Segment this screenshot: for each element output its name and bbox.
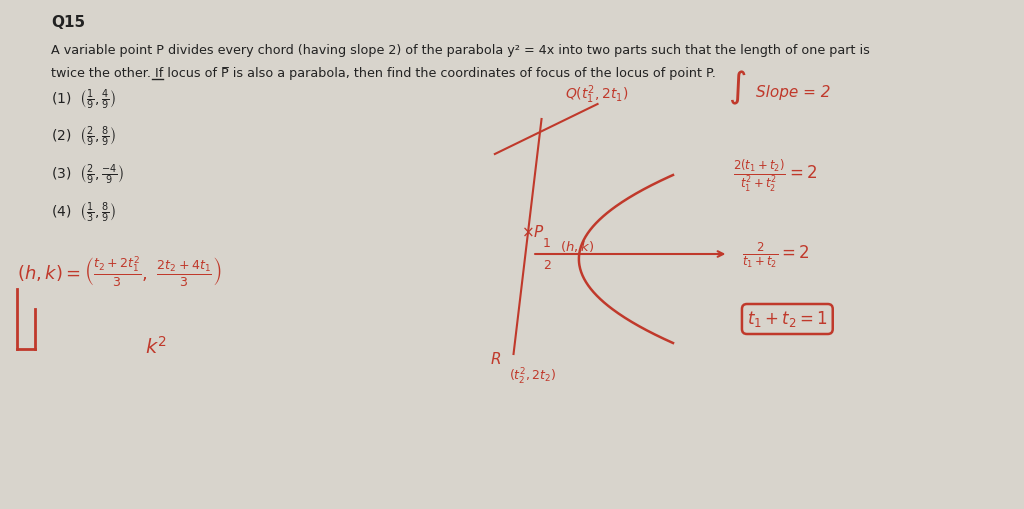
Text: Slope = 2: Slope = 2 — [757, 85, 830, 100]
Text: (4)  $\left(\frac{1}{3}, \frac{8}{9}\right)$: (4) $\left(\frac{1}{3}, \frac{8}{9}\righ… — [51, 201, 116, 224]
Text: (2)  $\left(\frac{2}{9}, \frac{8}{9}\right)$: (2) $\left(\frac{2}{9}, \frac{8}{9}\righ… — [51, 124, 116, 149]
Text: $R$: $R$ — [490, 351, 502, 367]
Text: Q15: Q15 — [51, 15, 85, 30]
Text: $\int$: $\int$ — [728, 68, 746, 106]
Text: twice the other. If locus of P̅ is also a parabola, then find the coordinates of: twice the other. If locus of P̅ is also … — [51, 67, 716, 80]
Text: $\times P$: $\times P$ — [521, 224, 545, 240]
Text: $\frac{2}{t_1 + t_2} = 2$: $\frac{2}{t_1 + t_2} = 2$ — [742, 240, 810, 270]
Text: $(h,k)$: $(h,k)$ — [560, 239, 594, 254]
Text: $k^2$: $k^2$ — [144, 336, 167, 358]
Text: $1$: $1$ — [542, 237, 550, 250]
Text: $2$: $2$ — [544, 259, 552, 272]
Text: A variable point P divides every chord (having slope 2) of the parabola y² = 4x : A variable point P divides every chord (… — [51, 44, 870, 57]
Text: $(h, k) = \left(\frac{t_2 + 2t_1^2}{3},\ \frac{2t_2 + 4t_1}{3}\right)$: $(h, k) = \left(\frac{t_2 + 2t_1^2}{3},\… — [16, 254, 221, 289]
Text: (1)  $\left(\frac{1}{9}, \frac{4}{9}\right)$: (1) $\left(\frac{1}{9}, \frac{4}{9}\righ… — [51, 88, 116, 111]
Text: $(t_2^2, 2t_2)$: $(t_2^2, 2t_2)$ — [509, 367, 556, 387]
Text: $Q(t_1^2, 2t_1)$: $Q(t_1^2, 2t_1)$ — [565, 83, 629, 106]
Text: (3)  $\left(\frac{2}{9}, \frac{-4}{9}\right)$: (3) $\left(\frac{2}{9}, \frac{-4}{9}\rig… — [51, 162, 124, 187]
Text: $\frac{2(t_1 + t_2)}{t_1^2 + t_2^2} = 2$: $\frac{2(t_1 + t_2)}{t_1^2 + t_2^2} = 2$ — [733, 157, 817, 194]
Text: $t_1 + t_2 = 1$: $t_1 + t_2 = 1$ — [746, 309, 827, 329]
